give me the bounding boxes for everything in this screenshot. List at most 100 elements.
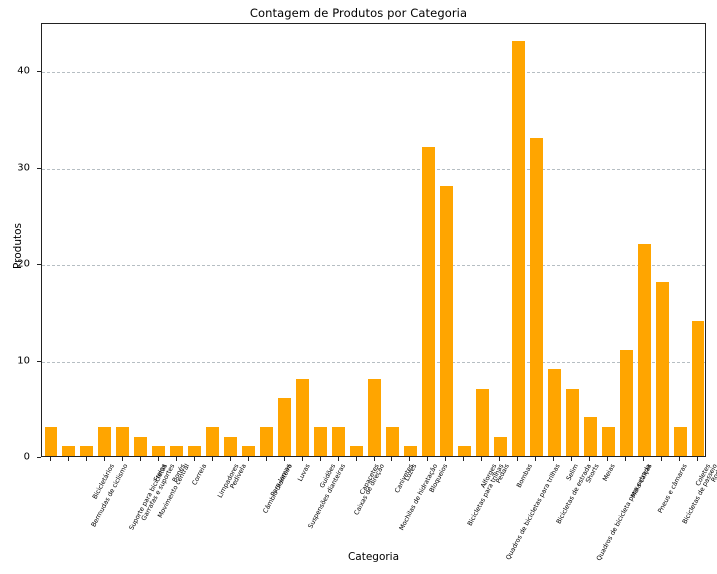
x-tick-mark <box>373 457 375 461</box>
x-tick-mark <box>661 457 663 461</box>
x-tick-mark <box>193 457 195 461</box>
bar <box>386 427 399 456</box>
x-tick-mark <box>67 457 69 461</box>
x-tick-mark <box>337 457 339 461</box>
x-tick-mark <box>427 457 429 461</box>
bar <box>583 417 597 456</box>
x-tick-label: Bombas <box>515 462 535 490</box>
x-tick-mark <box>499 457 501 461</box>
x-tick-mark <box>391 457 393 461</box>
y-tick-mark <box>37 167 41 169</box>
x-axis-label: Categoria <box>347 551 400 563</box>
bar <box>170 446 184 456</box>
y-tick-mark <box>37 360 41 362</box>
x-tick-mark <box>265 457 267 461</box>
x-tick-mark <box>625 457 627 461</box>
bar <box>134 436 148 456</box>
bar <box>260 427 274 456</box>
bar <box>332 427 346 456</box>
x-tick-mark <box>697 457 698 461</box>
bar <box>673 427 687 456</box>
bar <box>529 137 543 456</box>
bar <box>565 388 579 456</box>
x-tick-mark <box>409 457 411 461</box>
bar <box>368 378 381 456</box>
gridline <box>42 361 705 363</box>
x-tick-mark <box>301 457 303 461</box>
bar <box>457 446 471 456</box>
y-tick-label: 20 <box>17 258 30 270</box>
x-tick-label: Correia <box>190 462 208 487</box>
y-tick-label: 30 <box>17 162 30 174</box>
x-tick-label: Para-lamas <box>268 462 293 498</box>
bar <box>547 369 561 456</box>
bar <box>242 446 256 456</box>
bar <box>224 436 238 456</box>
chart-title: Contagem de Produtos por Categoria <box>249 6 468 20</box>
x-tick-label: Pneus e câmaras <box>656 462 689 515</box>
gridline <box>42 265 705 267</box>
gridline <box>42 72 705 74</box>
bar <box>619 349 633 456</box>
x-tick-mark <box>211 457 213 461</box>
y-tick-label: 40 <box>17 65 30 77</box>
bar <box>403 446 417 456</box>
x-tick-mark <box>481 457 483 461</box>
bar <box>350 446 363 456</box>
x-tick-mark <box>157 457 159 461</box>
bar <box>601 427 615 456</box>
y-tick-label: 0 <box>23 451 30 463</box>
bar <box>278 398 292 456</box>
y-tick-mark <box>37 264 41 266</box>
bar <box>493 436 507 456</box>
x-axis: Bermudas de ciclismo Bicicletários Suporte… <box>0 457 717 574</box>
x-tick-mark <box>121 457 123 461</box>
gridline <box>42 168 705 170</box>
y-axis: 0 10 20 30 40 <box>0 0 41 574</box>
bar <box>206 427 220 456</box>
x-tick-mark <box>517 457 519 461</box>
x-tick-mark <box>355 457 357 461</box>
x-tick-mark <box>589 457 591 461</box>
bar <box>475 388 489 456</box>
x-tick-mark <box>319 457 321 461</box>
bar <box>691 320 705 456</box>
x-tick-mark <box>553 457 555 461</box>
bar <box>637 243 651 456</box>
bar <box>44 427 58 456</box>
bar <box>296 378 310 456</box>
y-tick-label: 10 <box>17 355 30 367</box>
bar <box>80 446 94 456</box>
x-tick-mark <box>85 457 87 461</box>
x-tick-mark <box>283 457 285 461</box>
x-tick-mark <box>247 457 249 461</box>
bar <box>62 446 76 456</box>
x-tick-mark <box>571 457 573 461</box>
bar <box>188 446 202 456</box>
x-tick-mark <box>139 457 141 461</box>
x-tick-mark <box>643 457 645 461</box>
y-axis-label: Produtos <box>12 223 24 269</box>
x-tick-mark <box>445 457 447 461</box>
x-tick-mark <box>49 457 51 461</box>
y-tick-mark <box>37 457 41 458</box>
x-tick-mark <box>607 457 609 461</box>
x-tick-mark <box>175 457 177 461</box>
y-tick-mark <box>37 71 41 73</box>
bar <box>511 41 525 456</box>
bar <box>116 427 130 456</box>
bar <box>655 282 669 456</box>
x-tick-label: Luvas <box>295 462 312 483</box>
bar <box>439 185 453 456</box>
bar <box>421 147 435 456</box>
bar <box>98 427 112 456</box>
bar <box>152 446 166 456</box>
bar <box>314 427 328 456</box>
plot-area <box>41 23 706 457</box>
x-tick-mark <box>463 457 465 461</box>
x-tick-label: Meias <box>601 462 617 483</box>
bars-layer <box>42 24 705 456</box>
x-tick-mark <box>103 457 105 461</box>
x-tick-mark <box>229 457 231 461</box>
